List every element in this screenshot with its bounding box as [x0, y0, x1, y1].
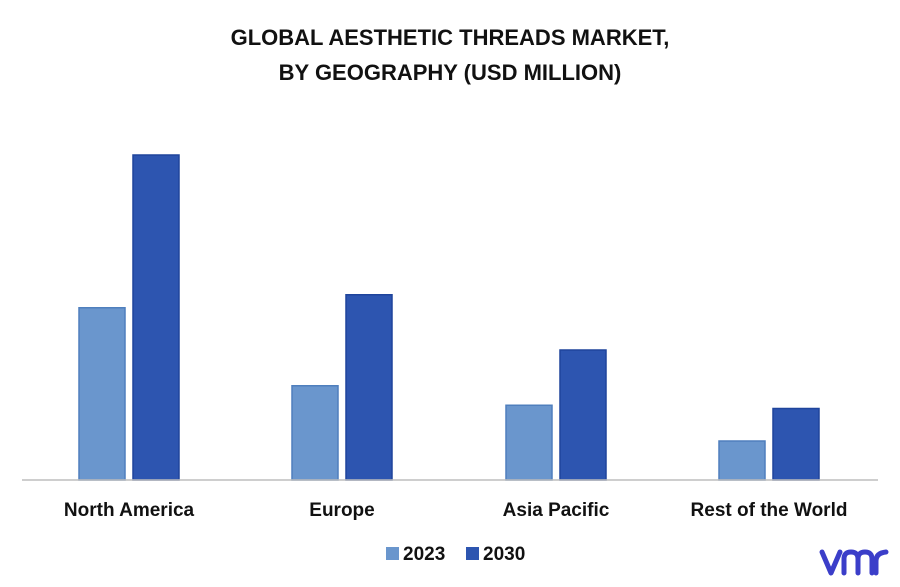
bars-group — [78, 154, 820, 481]
bar-2023-europe — [291, 385, 339, 481]
x-tick-labels: North America Europe Asia Pacific Rest of t… — [64, 500, 848, 521]
bar-2030-north-america — [132, 154, 180, 481]
chart-title-line-1: GLOBAL AESTHETIC THREADS MARKET, — [231, 25, 670, 50]
bar-2023-north-america — [78, 307, 126, 481]
bar-2030-rest-of-the-world — [772, 407, 820, 481]
legend-swatch-2023 — [386, 547, 399, 560]
x-tick-label: North America — [64, 500, 195, 521]
bar-2030-europe — [345, 294, 393, 481]
x-tick-label: Rest of the World — [691, 500, 848, 521]
vmr-logo-icon — [819, 549, 889, 576]
legend-swatch-2030 — [466, 547, 479, 560]
bar-2023-asia-pacific — [505, 404, 553, 481]
x-tick-label: Asia Pacific — [503, 500, 610, 521]
bar-2023-rest-of-the-world — [718, 440, 766, 481]
legend-label-2023: 2023 — [403, 544, 445, 565]
x-tick-label: Europe — [309, 500, 374, 521]
bar-2030-asia-pacific — [559, 349, 607, 481]
legend: 2023 2030 — [386, 544, 525, 565]
legend-label-2030: 2030 — [483, 544, 525, 565]
chart-title-line-2: BY GEOGRAPHY (USD MILLION) — [279, 60, 622, 85]
